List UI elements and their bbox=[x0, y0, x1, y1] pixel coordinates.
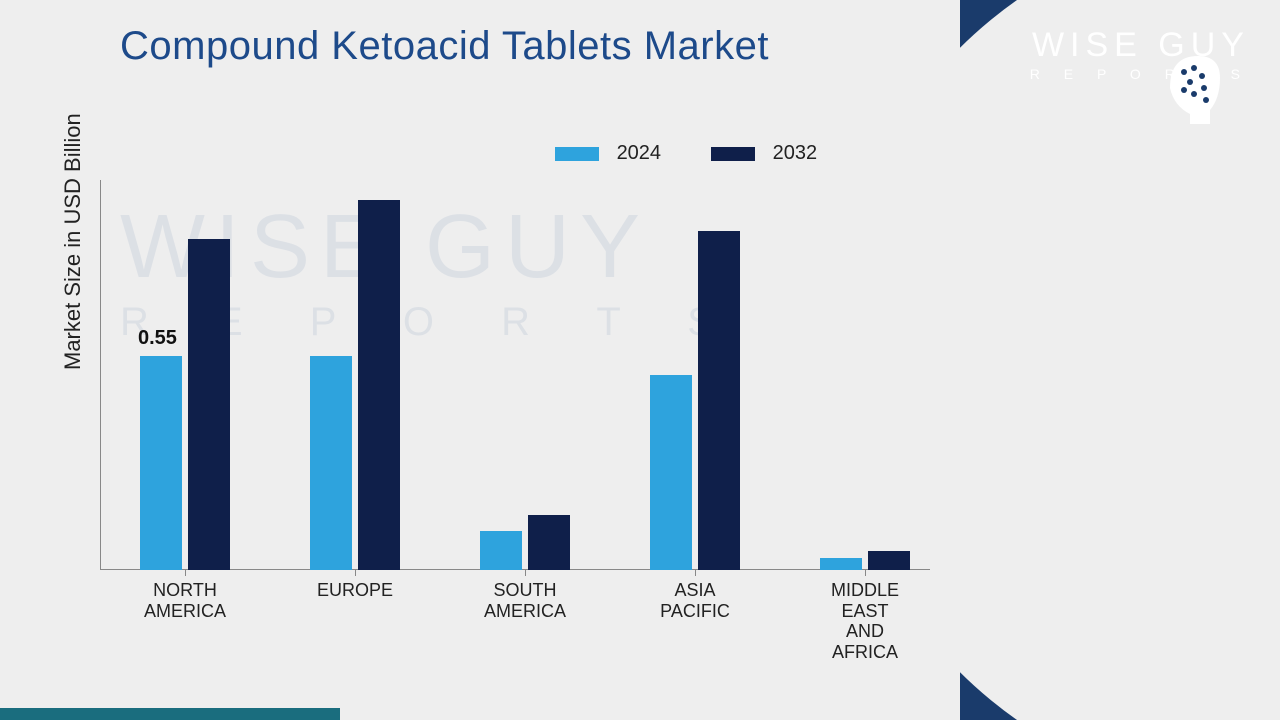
brand-head-icon bbox=[1160, 48, 1230, 128]
bar-2024-middle-east-and-africa bbox=[820, 558, 862, 570]
bar-2024-europe bbox=[310, 356, 352, 571]
legend-item-2032: 2032 bbox=[711, 142, 817, 165]
category-label: MIDDLEEASTANDAFRICA bbox=[795, 580, 935, 663]
bottom-accent-bar bbox=[0, 708, 340, 720]
x-tick bbox=[865, 570, 866, 576]
x-tick bbox=[695, 570, 696, 576]
legend-label-2024: 2024 bbox=[617, 142, 662, 164]
category-label: SOUTHAMERICA bbox=[455, 580, 595, 621]
chart-plot-area: 0.55 bbox=[100, 180, 930, 570]
legend-swatch-2032 bbox=[711, 147, 755, 161]
category-label: NORTHAMERICA bbox=[115, 580, 255, 621]
bar-2032-middle-east-and-africa bbox=[868, 551, 910, 571]
x-tick bbox=[185, 570, 186, 576]
brand-block: WISE GUY R E P O R T S bbox=[990, 28, 1250, 82]
x-tick bbox=[355, 570, 356, 576]
bar-2024-north-america bbox=[140, 356, 182, 571]
legend-swatch-2024 bbox=[555, 147, 599, 161]
bar-2032-south-america bbox=[528, 515, 570, 570]
y-axis-line bbox=[100, 180, 101, 570]
legend-label-2032: 2032 bbox=[773, 142, 818, 164]
bar-2032-north-america bbox=[188, 239, 230, 571]
bar-2024-asia-pacific bbox=[650, 375, 692, 570]
legend: 2024 2032 bbox=[555, 142, 817, 165]
bar-2024-south-america bbox=[480, 531, 522, 570]
legend-item-2024: 2024 bbox=[555, 142, 661, 165]
category-label: EUROPE bbox=[285, 580, 425, 601]
page: WISE GUY R E P O R T S Compound Ketoacid… bbox=[0, 0, 1280, 720]
x-tick bbox=[525, 570, 526, 576]
bar-2032-asia-pacific bbox=[698, 231, 740, 570]
value-label: 0.55 bbox=[138, 327, 177, 350]
category-label: ASIAPACIFIC bbox=[625, 580, 765, 621]
bar-2032-europe bbox=[358, 200, 400, 571]
y-axis-label: Market Size in USD Billion bbox=[60, 113, 86, 370]
chart-title: Compound Ketoacid Tablets Market bbox=[120, 24, 769, 69]
